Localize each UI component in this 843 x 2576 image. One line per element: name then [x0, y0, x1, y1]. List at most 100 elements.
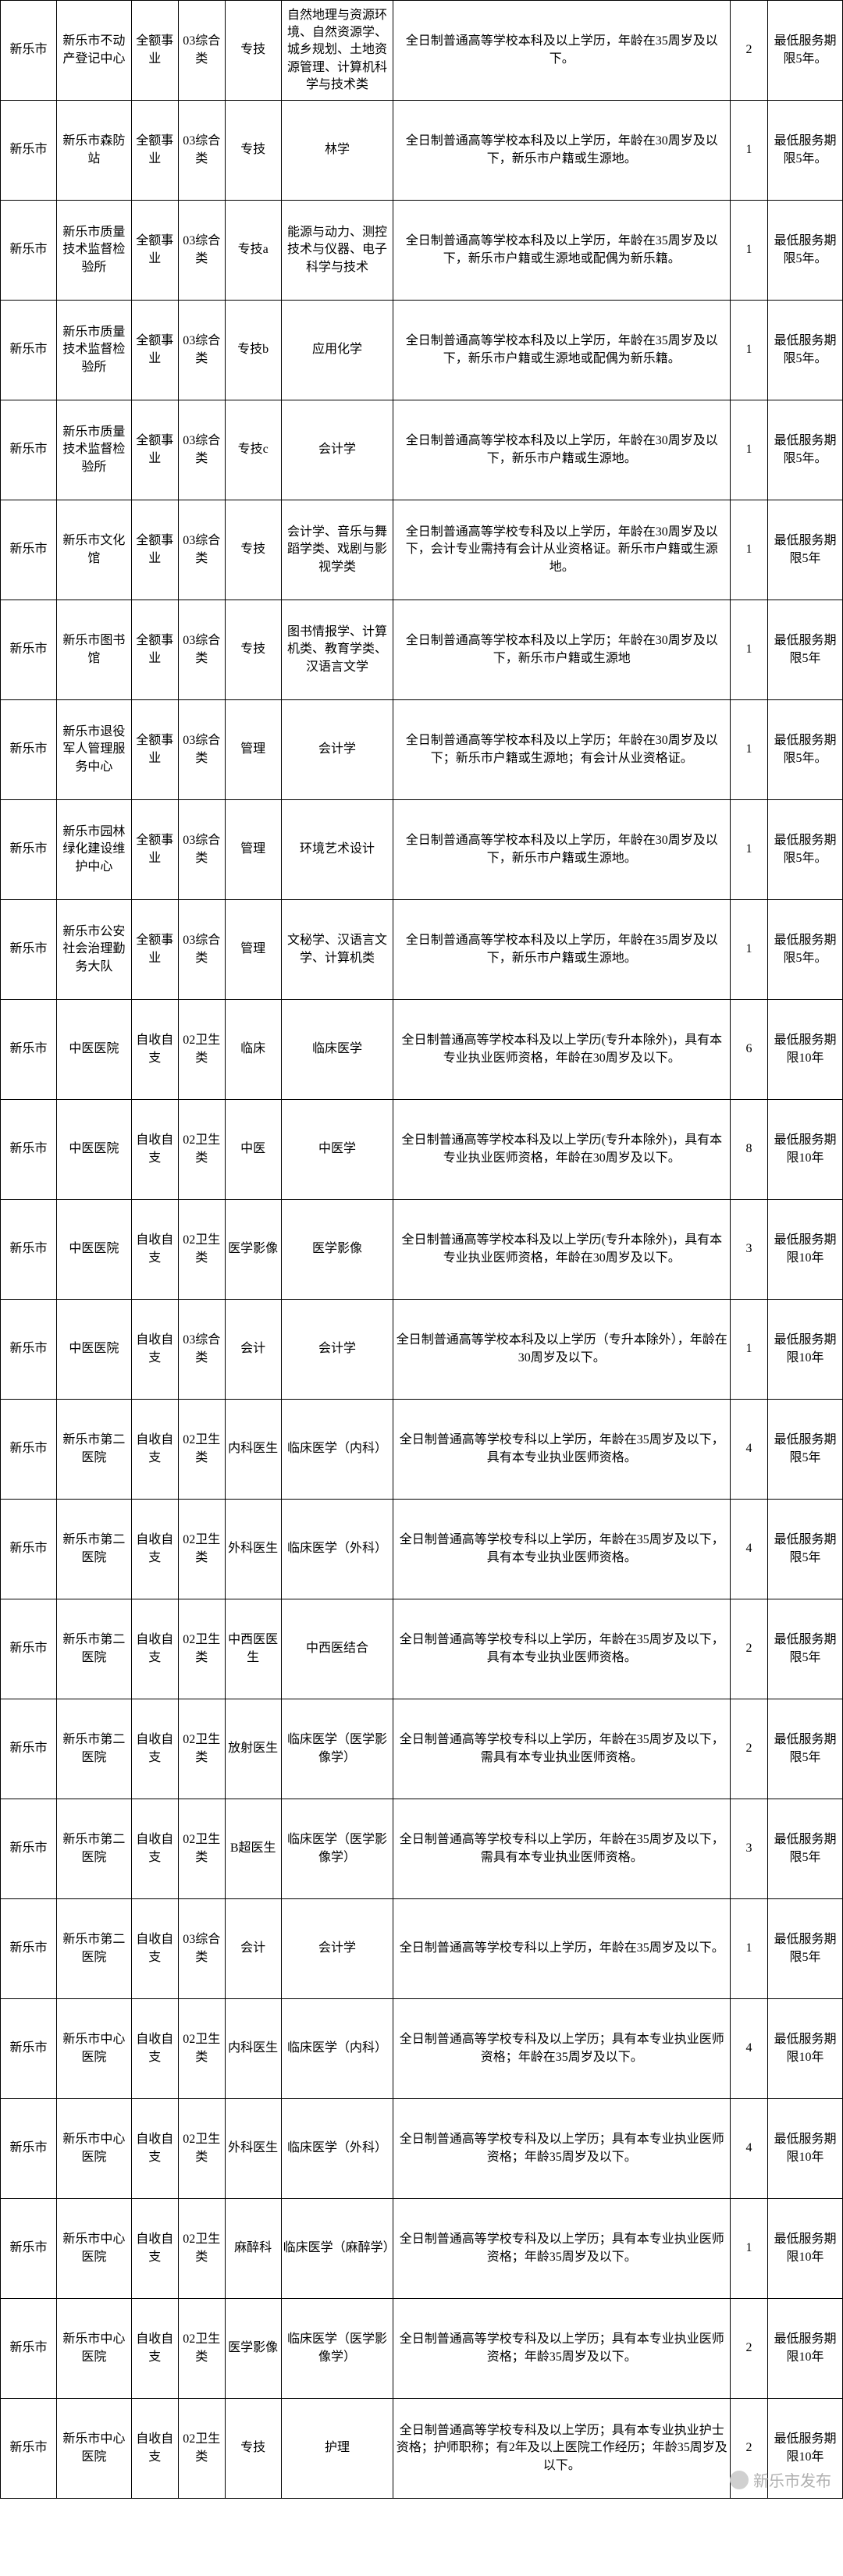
- cell-req: 全日制普通高等学校本科及以上学历，年龄在35周岁及以下，新乐市户籍或生源地或配偶…: [393, 301, 731, 400]
- cell-req: 全日制普通高等学校本科及以上学历(专升本除外)，具有本专业执业医师资格，年龄在3…: [393, 1200, 731, 1300]
- cell-type: 全额事业: [131, 500, 178, 600]
- cell-city: 新乐市: [1, 1100, 57, 1200]
- cell-num: 1: [731, 301, 768, 400]
- cell-pos: 专技c: [225, 400, 281, 500]
- cell-type: 全额事业: [131, 800, 178, 900]
- cell-note: 最低服务期限10年: [768, 1999, 843, 2099]
- cell-major: 林学: [281, 101, 393, 201]
- cell-note: 最低服务期限5年: [768, 1899, 843, 1999]
- cell-note: 最低服务期限5年。: [768, 1, 843, 101]
- cell-org: 新乐市中心医院: [56, 2099, 131, 2199]
- cell-pos: B超医生: [225, 1799, 281, 1899]
- cell-note: 最低服务期限5年: [768, 1599, 843, 1699]
- cell-org: 新乐市森防站: [56, 101, 131, 201]
- cell-num: 4: [731, 1999, 768, 2099]
- cell-city: 新乐市: [1, 1300, 57, 1400]
- cell-major: 中西医结合: [281, 1599, 393, 1699]
- table-row: 新乐市新乐市公安社会治理勤务大队全额事业03综合类管理文秘学、汉语言文学、计算机…: [1, 900, 843, 1000]
- cell-req: 全日制普通高等学校本科及以上学历，年龄在30周岁及以下，新乐市户籍或生源地。: [393, 101, 731, 201]
- cell-type: 全额事业: [131, 400, 178, 500]
- cell-cat: 03综合类: [178, 600, 225, 700]
- cell-major: 会计学: [281, 1300, 393, 1400]
- table-row: 新乐市中医医院自收自支02卫生类医学影像医学影像全日制普通高等学校本科及以上学历…: [1, 1200, 843, 1300]
- cell-city: 新乐市: [1, 1000, 57, 1100]
- cell-city: 新乐市: [1, 1400, 57, 1500]
- cell-cat: 03综合类: [178, 700, 225, 800]
- cell-major: 临床医学（医学影像学）: [281, 1799, 393, 1899]
- cell-note: 最低服务期限5年: [768, 1500, 843, 1599]
- cell-pos: 管理: [225, 700, 281, 800]
- cell-type: 自收自支: [131, 1899, 178, 1999]
- cell-pos: 管理: [225, 900, 281, 1000]
- cell-org: 新乐市第二医院: [56, 1799, 131, 1899]
- cell-pos: 外科医生: [225, 2099, 281, 2199]
- cell-note: 最低服务期限10年: [768, 1300, 843, 1400]
- cell-req: 全日制普通高等学校专科以上学历，年龄在35周岁及以下。: [393, 1899, 731, 1999]
- cell-note: 最低服务期限10年: [768, 1000, 843, 1100]
- cell-cat: 03综合类: [178, 800, 225, 900]
- cell-note: 最低服务期限10年: [768, 1200, 843, 1300]
- cell-city: 新乐市: [1, 800, 57, 900]
- cell-note: 最低服务期限10年: [768, 2099, 843, 2199]
- cell-city: 新乐市: [1, 900, 57, 1000]
- cell-num: 1: [731, 201, 768, 301]
- table-row: 新乐市新乐市退役军人管理服务中心全额事业03综合类管理会计学全日制普通高等学校本…: [1, 700, 843, 800]
- cell-type: 自收自支: [131, 1500, 178, 1599]
- cell-type: 全额事业: [131, 201, 178, 301]
- cell-cat: 02卫生类: [178, 2299, 225, 2399]
- table-row: 新乐市新乐市中心医院自收自支02卫生类麻醉科临床医学（麻醉学）全日制普通高等学校…: [1, 2199, 843, 2299]
- cell-pos: 中西医医生: [225, 1599, 281, 1699]
- cell-major: 文秘学、汉语言文学、计算机类: [281, 900, 393, 1000]
- cell-req: 全日制普通高等学校本科及以上学历(专升本除外)，具有本专业执业医师资格，年龄在3…: [393, 1000, 731, 1100]
- watermark-text: 新乐市发布: [753, 2468, 831, 2491]
- table-row: 新乐市新乐市文化馆全额事业03综合类专技会计学、音乐与舞蹈学类、戏剧与影视学类全…: [1, 500, 843, 600]
- cell-req: 全日制普通高等学校专科以上学历，年龄在35周岁及以下，需具有本专业执业医师资格。: [393, 1699, 731, 1799]
- cell-num: 2: [731, 1599, 768, 1699]
- table-row: 新乐市新乐市第二医院自收自支02卫生类内科医生临床医学（内科）全日制普通高等学校…: [1, 1400, 843, 1500]
- cell-org: 新乐市园林绿化建设维护中心: [56, 800, 131, 900]
- cell-req: 全日制普通高等学校本科及以上学历，年龄在30周岁及以下，新乐市户籍或生源地。: [393, 400, 731, 500]
- cell-major: 医学影像: [281, 1200, 393, 1300]
- cell-city: 新乐市: [1, 201, 57, 301]
- table-row: 新乐市新乐市中心医院自收自支02卫生类内科医生临床医学（内科）全日制普通高等学校…: [1, 1999, 843, 2099]
- cell-pos: 内科医生: [225, 1999, 281, 2099]
- cell-note: 最低服务期限5年: [768, 1400, 843, 1500]
- cell-req: 全日制普通高等学校本科及以上学历；年龄在30周岁及以下，新乐市户籍或生源地: [393, 600, 731, 700]
- cell-note: 最低服务期限5年。: [768, 400, 843, 500]
- cell-cat: 02卫生类: [178, 1400, 225, 1500]
- cell-org: 新乐市中心医院: [56, 2399, 131, 2499]
- cell-cat: 03综合类: [178, 500, 225, 600]
- cell-org: 新乐市第二医院: [56, 1599, 131, 1699]
- cell-major: 图书情报学、计算机类、教育学类、汉语言文学: [281, 600, 393, 700]
- cell-num: 4: [731, 1400, 768, 1500]
- cell-num: 1: [731, 600, 768, 700]
- cell-pos: 医学影像: [225, 2299, 281, 2399]
- wechat-icon: [730, 2471, 749, 2489]
- cell-num: 1: [731, 400, 768, 500]
- cell-num: 6: [731, 1000, 768, 1100]
- cell-num: 3: [731, 1200, 768, 1300]
- cell-req: 全日制普通高等学校专科及以上学历，年龄在30周岁及以下，会计专业需持有会计从业资…: [393, 500, 731, 600]
- cell-req: 全日制普通高等学校专科以上学历，年龄在35周岁及以下，具有本专业执业医师资格。: [393, 1500, 731, 1599]
- cell-org: 新乐市中心医院: [56, 1999, 131, 2099]
- cell-org: 新乐市质量技术监督检验所: [56, 400, 131, 500]
- cell-cat: 02卫生类: [178, 1200, 225, 1300]
- cell-num: 1: [731, 1899, 768, 1999]
- cell-note: 最低服务期限10年: [768, 2199, 843, 2299]
- cell-org: 新乐市退役军人管理服务中心: [56, 700, 131, 800]
- cell-num: 1: [731, 1300, 768, 1400]
- cell-num: 2: [731, 1699, 768, 1799]
- table-row: 新乐市中医医院自收自支02卫生类临床临床医学全日制普通高等学校本科及以上学历(专…: [1, 1000, 843, 1100]
- cell-pos: 内科医生: [225, 1400, 281, 1500]
- cell-city: 新乐市: [1, 2399, 57, 2499]
- cell-city: 新乐市: [1, 1999, 57, 2099]
- cell-note: 最低服务期限5年。: [768, 800, 843, 900]
- table-row: 新乐市中医医院自收自支03综合类会计会计学全日制普通高等学校本科及以上学历（专升…: [1, 1300, 843, 1400]
- cell-type: 全额事业: [131, 1, 178, 101]
- cell-cat: 02卫生类: [178, 1699, 225, 1799]
- table-row: 新乐市新乐市中心医院自收自支02卫生类医学影像临床医学（医学影像学）全日制普通高…: [1, 2299, 843, 2399]
- cell-req: 全日制普通高等学校专科及以上学历；具有本专业执业医师资格；年龄35周岁及以下。: [393, 2099, 731, 2199]
- cell-req: 全日制普通高等学校本科及以上学历，年龄在30周岁及以下，新乐市户籍或生源地。: [393, 800, 731, 900]
- cell-type: 自收自支: [131, 1999, 178, 2099]
- cell-cat: 03综合类: [178, 1300, 225, 1400]
